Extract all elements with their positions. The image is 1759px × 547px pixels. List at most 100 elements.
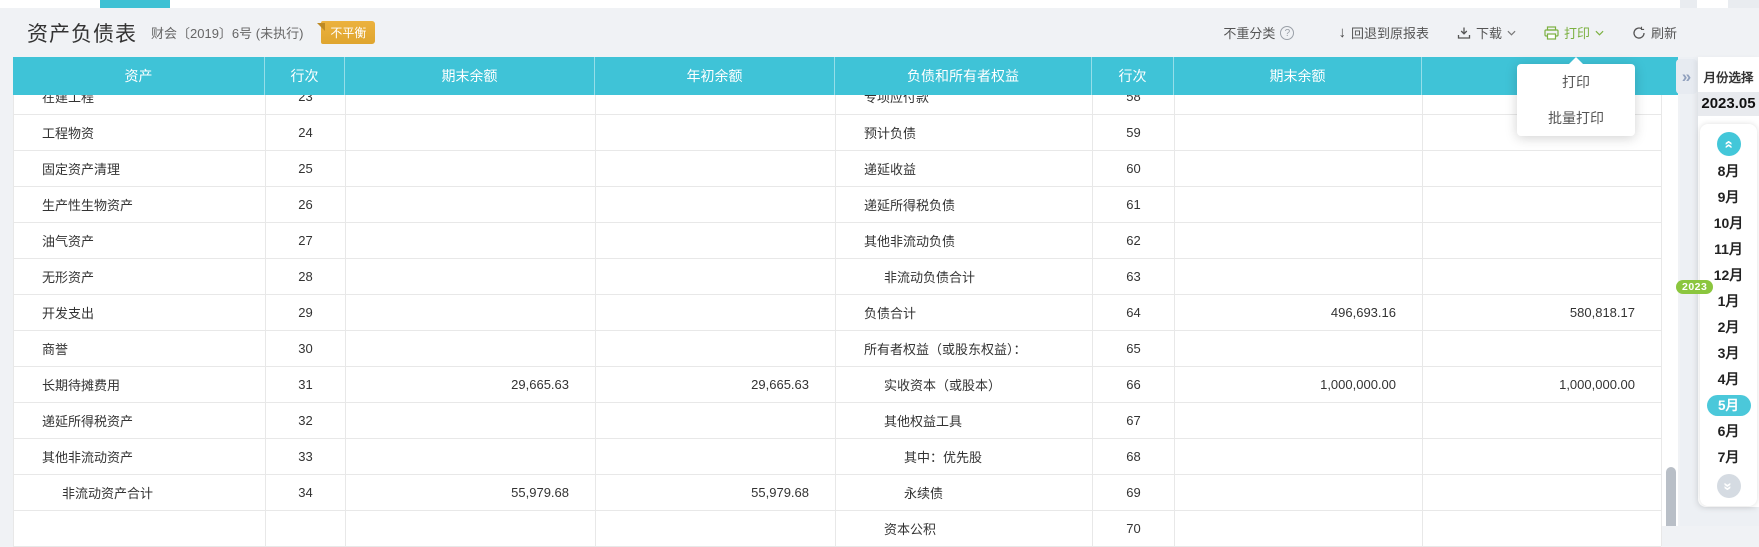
asset-beginning-balance xyxy=(596,115,836,150)
top-strip xyxy=(0,0,1759,8)
column-header-1: 行次 xyxy=(265,57,345,95)
page-title: 资产负债表 xyxy=(27,22,137,46)
asset-beginning-balance xyxy=(596,439,836,474)
liability-name: 所有者权益（或股东权益）： xyxy=(836,331,1093,366)
asset-beginning-balance xyxy=(596,259,836,294)
double-chevron-up-icon: » xyxy=(1720,139,1737,149)
asset-beginning-balance xyxy=(596,295,836,330)
current-period-display[interactable]: 2023.05 xyxy=(1698,92,1759,116)
table-row: 无形资产 28 非流动负债合计 63 xyxy=(14,259,1662,295)
table-row: 其他非流动资产 33 其中：优先股 68 xyxy=(14,439,1662,475)
asset-ending-balance xyxy=(346,151,596,186)
asset-beginning-balance: 55,979.68 xyxy=(596,475,836,510)
asset-beginning-balance xyxy=(596,403,836,438)
liability-ending-balance xyxy=(1175,223,1423,258)
liability-beginning-balance: 1,000,000.00 xyxy=(1423,367,1662,402)
month-item-10月[interactable]: 10月 xyxy=(1713,215,1744,231)
liability-line-no: 60 xyxy=(1093,151,1175,186)
asset-line-no: 28 xyxy=(266,259,346,294)
liability-name: 永续债 xyxy=(836,475,1093,510)
menu-item-batch-print[interactable]: 批量打印 xyxy=(1548,110,1604,126)
liability-beginning-balance xyxy=(1423,187,1662,222)
liability-ending-balance xyxy=(1175,259,1423,294)
month-item-3月[interactable]: 3月 xyxy=(1717,345,1740,361)
vertical-scrollbar-thumb[interactable] xyxy=(1666,467,1676,526)
liability-ending-balance: 496,693.16 xyxy=(1175,295,1423,330)
revert-to-original-button[interactable]: ↓ 回退到原报表 xyxy=(1338,23,1429,42)
month-item-7月[interactable]: 7月 xyxy=(1717,449,1740,465)
column-header-0: 资产 xyxy=(13,57,265,95)
asset-name: 生产性生物资产 xyxy=(14,187,266,222)
liability-ending-balance xyxy=(1175,511,1423,546)
asset-line-no: 31 xyxy=(266,367,346,402)
asset-line-no: 32 xyxy=(266,403,346,438)
liability-name: 其他权益工具 xyxy=(836,403,1093,438)
month-item-5月[interactable]: 5月 xyxy=(1700,392,1757,418)
column-header-4: 负债和所有者权益 xyxy=(835,57,1092,95)
balance-sheet-body: 在建工程 23 专项应付款 58 工程物资 24 预计负债 59 固定资产清理 25 递延收益 60 生… xyxy=(13,79,1662,547)
liability-line-no: 65 xyxy=(1093,331,1175,366)
asset-line-no: 29 xyxy=(266,295,346,330)
asset-ending-balance xyxy=(346,187,596,222)
chevron-down-icon xyxy=(1507,30,1516,36)
asset-line-no: 24 xyxy=(266,115,346,150)
refresh-label: 刷新 xyxy=(1650,26,1677,41)
liability-name: 其他非流动负债 xyxy=(836,223,1093,258)
scroll-months-down-button[interactable]: » xyxy=(1716,474,1741,498)
report-toolbar: 不重分类 ? ↓ 回退到原报表 下载 打印 xyxy=(1223,23,1759,42)
balance-sheet-header-row: 资产 行次 期末余额 年初余额 负债和所有者权益 行次 期末余额 xyxy=(13,57,1678,95)
liability-beginning-balance: 580,818.17 xyxy=(1423,295,1662,330)
download-button[interactable]: 下载 xyxy=(1457,23,1516,42)
liability-beginning-balance xyxy=(1423,223,1662,258)
month-item-8月[interactable]: 8月 xyxy=(1717,163,1740,179)
asset-beginning-balance: 29,665.63 xyxy=(596,367,836,402)
month-list-card: » 8月 9月 10月 11月 12月 1月 2月 3月 4月 5月 6月 7月 » xyxy=(1700,124,1757,506)
download-label: 下载 xyxy=(1475,26,1502,41)
month-item-9月[interactable]: 9月 xyxy=(1717,189,1740,205)
asset-ending-balance: 55,979.68 xyxy=(346,475,596,510)
report-header-bar: 资产负债表 财会〔2019〕6号 (未执行) 不平衡 不重分类 ? ↓ 回退到原… xyxy=(0,8,1759,57)
liability-line-no: 64 xyxy=(1093,295,1175,330)
scroll-months-up-button[interactable]: » xyxy=(1716,132,1741,156)
table-row: 非流动资产合计 34 55,979.68 55,979.68 永续债 69 xyxy=(14,475,1662,511)
sidebar-collapse-button[interactable]: » xyxy=(1676,59,1697,94)
asset-line-no: 33 xyxy=(266,439,346,474)
asset-name: 商誉 xyxy=(14,331,266,366)
table-row: 递延所得税资产 32 其他权益工具 67 xyxy=(14,403,1662,439)
month-item-4月[interactable]: 4月 xyxy=(1717,371,1740,387)
month-item-2月[interactable]: 2月 xyxy=(1717,319,1740,335)
table-row: 油气资产 27 其他非流动负债 62 xyxy=(14,223,1662,259)
liability-name: 资本公积 xyxy=(836,511,1093,546)
month-item-11月[interactable]: 11月 xyxy=(1714,241,1743,257)
no-reclassify-button[interactable]: 不重分类 ? xyxy=(1223,23,1295,42)
month-item-12月[interactable]: 12月 xyxy=(1713,267,1744,283)
liability-name: 递延收益 xyxy=(836,151,1093,186)
print-label: 打印 xyxy=(1563,26,1590,41)
liability-beginning-balance xyxy=(1423,403,1662,438)
asset-line-no: 27 xyxy=(266,223,346,258)
table-row: 商誉 30 所有者权益（或股东权益）： 65 xyxy=(14,331,1662,367)
liability-ending-balance xyxy=(1175,331,1423,366)
liability-line-no: 69 xyxy=(1093,475,1175,510)
liability-beginning-balance xyxy=(1423,259,1662,294)
revert-label: 回退到原报表 xyxy=(1350,26,1429,41)
help-circle-icon[interactable]: ? xyxy=(1280,25,1295,40)
table-row: 工程物资 24 预计负债 59 xyxy=(14,115,1662,151)
refresh-button[interactable]: 刷新 xyxy=(1632,23,1677,42)
liability-beginning-balance xyxy=(1423,439,1662,474)
asset-beginning-balance xyxy=(596,223,836,258)
month-item-1月[interactable]: 1月 xyxy=(1717,293,1740,309)
asset-beginning-balance xyxy=(596,331,836,366)
menu-item-print[interactable]: 打印 xyxy=(1562,74,1590,90)
print-dropdown-menu: 打印 批量打印 xyxy=(1517,57,1635,136)
table-row: 资本公积 70 xyxy=(14,511,1662,547)
selected-month-pill: 5月 xyxy=(1706,395,1751,416)
asset-ending-balance xyxy=(346,115,596,150)
asset-name: 固定资产清理 xyxy=(14,151,266,186)
asset-beginning-balance xyxy=(596,79,836,114)
print-button[interactable]: 打印 xyxy=(1544,23,1604,42)
month-item-6月[interactable]: 6月 xyxy=(1717,423,1740,439)
asset-ending-balance xyxy=(346,79,596,114)
download-icon xyxy=(1457,27,1471,39)
